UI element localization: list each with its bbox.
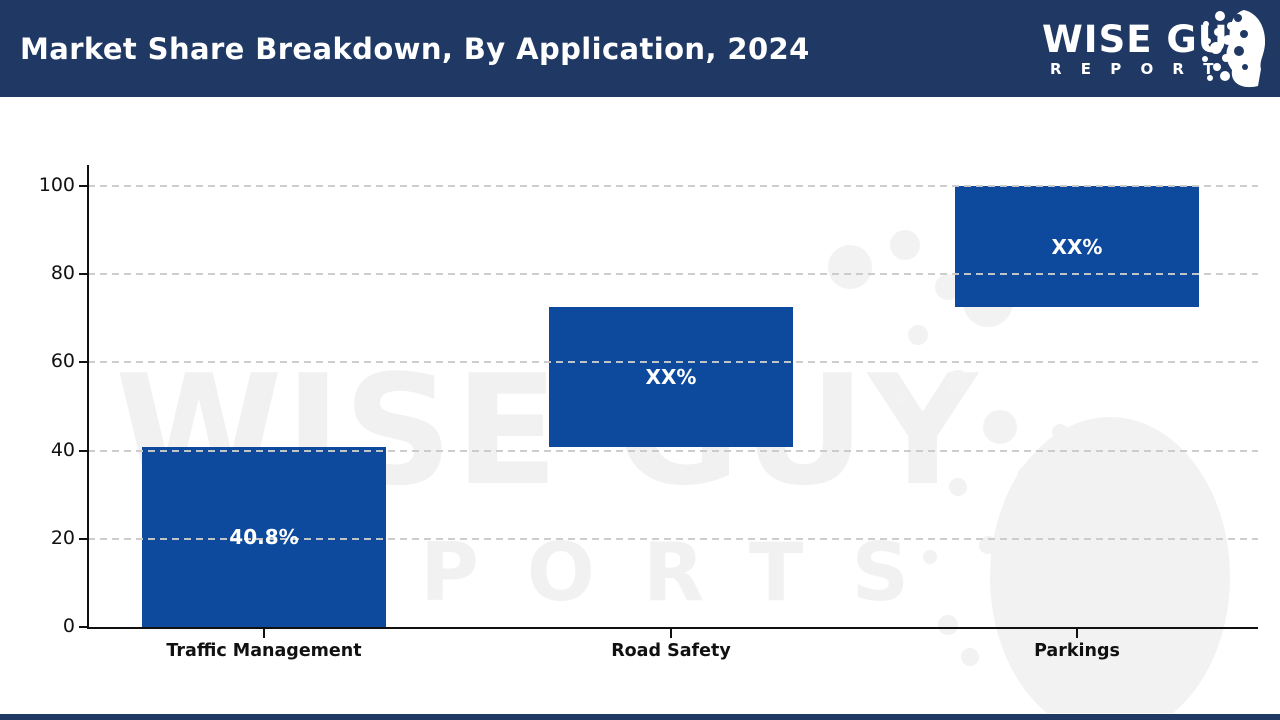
y-tick-label-20: 20 bbox=[50, 526, 75, 549]
footer-strip bbox=[0, 714, 1280, 720]
y-tick-label-40: 40 bbox=[50, 438, 75, 461]
x-tick-mark bbox=[263, 629, 265, 638]
gridline-40 bbox=[88, 449, 1258, 452]
watermark-head-dots bbox=[828, 229, 1230, 713]
y-tick-mark-20 bbox=[79, 537, 88, 540]
x-category-label: Road Safety bbox=[611, 641, 731, 661]
x-tick-mark bbox=[670, 629, 672, 638]
x-category-label: Traffic Management bbox=[166, 641, 362, 661]
logo-text-line2: R E P O R T S bbox=[1050, 60, 1250, 78]
y-tick-mark-100 bbox=[79, 185, 88, 187]
bar-value-label: XX% bbox=[645, 365, 697, 390]
y-tick-mark-0 bbox=[79, 626, 88, 628]
page-title: Market Share Breakdown, By Application, … bbox=[20, 31, 810, 66]
gridline-100 bbox=[88, 185, 1258, 187]
logo-head-icon bbox=[1202, 10, 1266, 88]
y-tick-label-0: 0 bbox=[62, 615, 75, 637]
bar-parkings bbox=[955, 186, 1199, 308]
x-category-label: Parkings bbox=[1034, 641, 1120, 661]
x-axis-line bbox=[87, 627, 1258, 629]
gridline-80 bbox=[88, 273, 1258, 276]
bar-value-label: XX% bbox=[1051, 234, 1103, 259]
y-tick-mark-40 bbox=[79, 449, 88, 452]
x-tick-mark bbox=[1076, 629, 1078, 638]
wiseguy-logo: WISE GUY R E P O R T S bbox=[1042, 10, 1266, 88]
header: Market Share Breakdown, By Application, … bbox=[0, 0, 1280, 97]
bar-value-label: 40.8% bbox=[229, 525, 299, 550]
y-axis-line bbox=[87, 165, 89, 629]
bar-traffic-management bbox=[142, 447, 386, 627]
plot-area: WISE GUY REPORTS 0 20 40 60 80 100 40.8% Traff… bbox=[0, 97, 1280, 713]
gridline-60 bbox=[88, 361, 1258, 364]
y-tick-label-100: 100 bbox=[38, 174, 75, 196]
y-tick-label-60: 60 bbox=[50, 350, 75, 373]
bar-road-safety bbox=[549, 307, 793, 448]
y-tick-mark-60 bbox=[79, 361, 88, 364]
gridline-20 bbox=[88, 537, 1258, 540]
y-tick-label-80: 80 bbox=[50, 262, 75, 285]
logo-text-line1: WISE GUY bbox=[1042, 18, 1257, 61]
y-tick-mark-80 bbox=[79, 273, 88, 276]
